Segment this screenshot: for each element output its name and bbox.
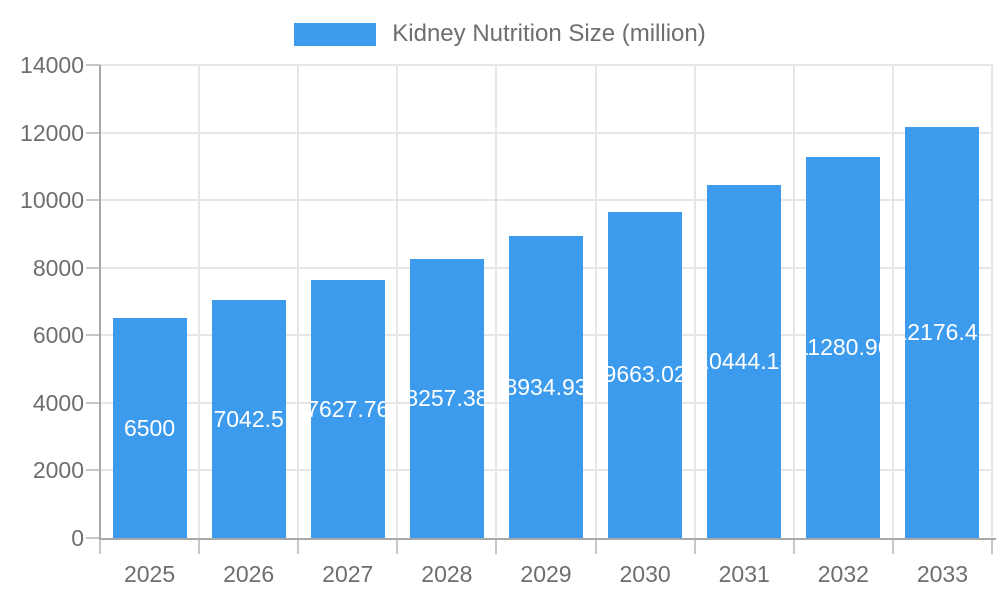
y-axis-label: 6000 — [32, 322, 84, 349]
y-gridline — [100, 131, 992, 134]
x-gridline — [198, 65, 201, 538]
y-axis-tick — [86, 334, 100, 337]
legend[interactable]: Kidney Nutrition Size (million) — [0, 18, 1000, 50]
x-axis-label: 2026 — [223, 561, 275, 587]
bar-value-label: 7042.5 — [213, 405, 284, 432]
y-axis-label: 12000 — [20, 119, 84, 146]
bar[interactable]: 7627.76 — [310, 280, 385, 538]
y-axis-tick — [86, 64, 100, 66]
bar[interactable]: 10444.15 — [707, 185, 782, 538]
bar-value-label: 8934.93 — [509, 373, 583, 400]
x-gridline — [297, 65, 300, 538]
y-axis-tick — [86, 537, 100, 539]
x-gridline — [693, 65, 696, 538]
y-axis-tick — [86, 266, 100, 269]
x-axis-tick — [99, 538, 101, 554]
y-axis-label: 0 — [71, 525, 84, 551]
x-axis-tick — [792, 538, 795, 554]
y-axis-label: 14000 — [20, 52, 84, 78]
bar-value-label: 8257.38 — [409, 385, 484, 411]
bar-value-label: 7627.76 — [310, 395, 385, 422]
bar-value-label: 6500 — [123, 414, 176, 441]
x-axis-line — [99, 538, 996, 540]
x-axis-tick — [891, 538, 894, 554]
y-axis-tick — [86, 401, 100, 404]
legend-swatch[interactable] — [294, 22, 377, 46]
x-axis-tick — [297, 538, 300, 554]
bar-value-label: 9663.02 — [608, 361, 683, 388]
x-gridline — [594, 65, 597, 538]
x-gridline — [396, 65, 399, 538]
y-axis-line — [99, 65, 101, 538]
y-gridline — [100, 199, 992, 202]
x-axis-label: 2025 — [123, 561, 176, 587]
x-axis-label: 2032 — [817, 561, 869, 587]
x-axis-tick — [991, 538, 993, 554]
x-axis-label: 2029 — [520, 561, 572, 587]
y-axis-label: 10000 — [20, 187, 84, 214]
x-axis-tick — [396, 538, 399, 554]
bar[interactable]: 7042.5 — [211, 300, 286, 538]
y-axis-label: 2000 — [32, 457, 84, 484]
x-gridline — [991, 65, 993, 538]
x-axis-label: 2030 — [619, 561, 671, 587]
x-axis-tick — [693, 538, 696, 554]
x-gridline — [495, 65, 498, 538]
legend-label: Kidney Nutrition Size (million) — [392, 20, 706, 47]
x-gridline — [792, 65, 795, 538]
x-gridline — [891, 65, 894, 538]
bar[interactable]: 6500 — [112, 318, 187, 538]
x-axis-tick — [594, 538, 597, 554]
y-gridline — [100, 64, 992, 66]
bar-value-label: 12176.45 — [905, 318, 979, 345]
bar[interactable]: 9663.02 — [608, 211, 683, 538]
bar[interactable]: 12176.45 — [905, 126, 980, 538]
bar-value-label: 10444.15 — [707, 348, 781, 375]
y-axis-label: 4000 — [32, 389, 84, 416]
x-axis-label: 2028 — [421, 561, 473, 587]
x-axis-label: 2033 — [916, 561, 969, 587]
x-axis-label: 2027 — [322, 561, 374, 587]
y-axis-label: 8000 — [32, 254, 84, 281]
y-axis-tick — [86, 199, 100, 202]
x-axis-tick — [495, 538, 498, 554]
x-axis-tick — [198, 538, 201, 554]
bar[interactable]: 8257.38 — [409, 259, 484, 538]
bar[interactable]: 8934.93 — [509, 236, 583, 538]
y-axis-tick — [86, 469, 100, 472]
x-axis-label: 2031 — [718, 561, 770, 587]
y-axis-tick — [86, 131, 100, 134]
